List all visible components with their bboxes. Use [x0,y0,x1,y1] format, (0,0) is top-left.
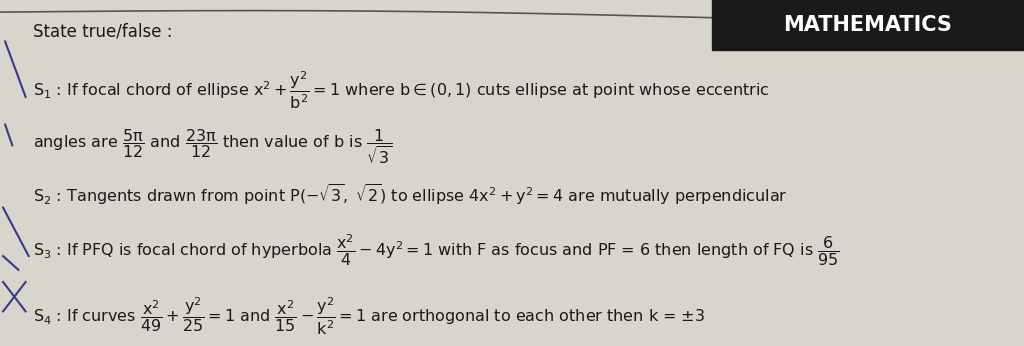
Text: $\mathsf{S_3}$ : If PFQ is focal chord of hyperbola $\mathsf{\dfrac{x^2}{4} - 4y: $\mathsf{S_3}$ : If PFQ is focal chord o… [33,232,840,267]
Text: $\mathsf{angles\ are\ \dfrac{5\pi}{12}\ and\ \dfrac{23\pi}{12}}$$\mathsf{\ then\: $\mathsf{angles\ are\ \dfrac{5\pi}{12}\ … [33,128,392,167]
FancyBboxPatch shape [712,0,1024,50]
Text: $\mathsf{S_2}$ : Tangents drawn from point P($\mathsf{-\sqrt{3},\ \sqrt{2}}$) to: $\mathsf{S_2}$ : Tangents drawn from poi… [33,182,787,207]
Text: $\mathsf{S_1}$ : If focal chord of ellipse $\mathsf{x^2 + \dfrac{y^2}{b^2} = 1}$: $\mathsf{S_1}$ : If focal chord of ellip… [33,69,769,111]
Text: State true/false :: State true/false : [33,22,172,40]
Text: MATHEMATICS: MATHEMATICS [783,15,952,35]
Text: $\mathsf{S_4}$ : If curves $\mathsf{\dfrac{x^2}{49} + \dfrac{y^2}{25} = 1}$ and : $\mathsf{S_4}$ : If curves $\mathsf{\dfr… [33,296,705,337]
